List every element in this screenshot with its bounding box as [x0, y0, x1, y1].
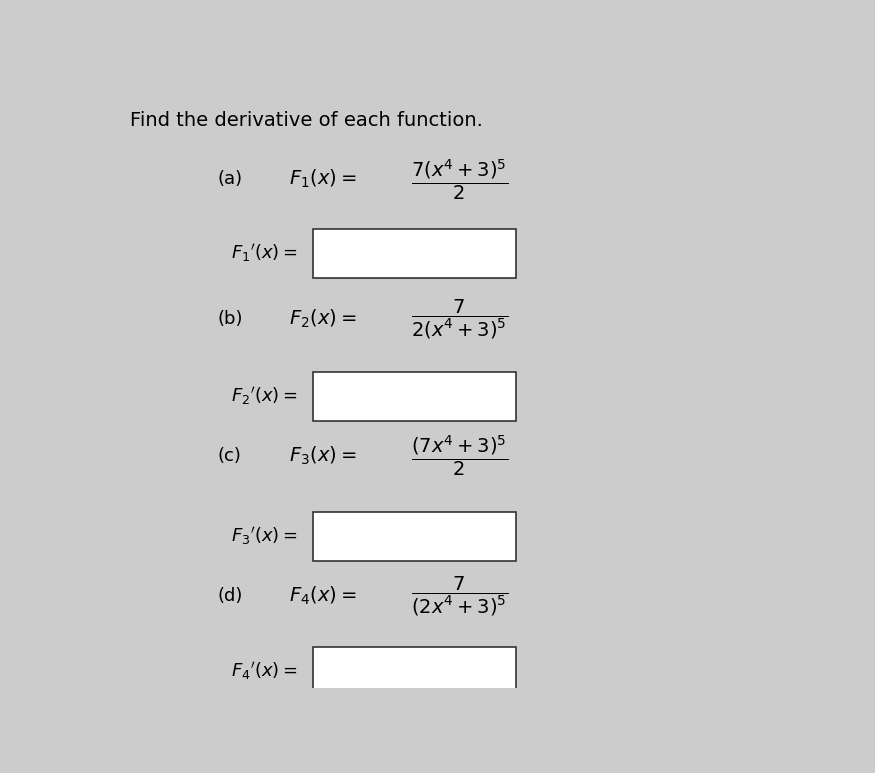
Text: $\dfrac{7}{2(x^4 + 3)^5}$: $\dfrac{7}{2(x^4 + 3)^5}$: [411, 297, 508, 341]
Text: $F_2{}'(x) = $: $F_2{}'(x) = $: [231, 385, 298, 407]
FancyBboxPatch shape: [313, 512, 516, 560]
Text: $\dfrac{7(x^4 + 3)^5}{2}$: $\dfrac{7(x^4 + 3)^5}{2}$: [411, 157, 508, 202]
Text: $\dfrac{7}{(2x^4 + 3)^5}$: $\dfrac{7}{(2x^4 + 3)^5}$: [411, 574, 508, 618]
Text: $F_3(x) = $: $F_3(x) = $: [289, 444, 356, 467]
Text: $F_1{}'(x) = $: $F_1{}'(x) = $: [231, 243, 298, 264]
Text: (a): (a): [218, 170, 243, 188]
Text: (c): (c): [218, 447, 242, 465]
FancyBboxPatch shape: [313, 372, 516, 421]
Text: $F_4(x) = $: $F_4(x) = $: [289, 584, 356, 607]
Text: Find the derivative of each function.: Find the derivative of each function.: [130, 111, 483, 130]
Text: $F_4{}'(x) = $: $F_4{}'(x) = $: [231, 660, 298, 683]
Text: $F_2(x) = $: $F_2(x) = $: [289, 308, 356, 330]
Text: $F_1(x) = $: $F_1(x) = $: [289, 168, 356, 190]
Text: $\dfrac{(7x^4 + 3)^5}{2}$: $\dfrac{(7x^4 + 3)^5}{2}$: [411, 434, 508, 478]
Text: (d): (d): [218, 587, 243, 604]
FancyBboxPatch shape: [313, 229, 516, 278]
Text: (b): (b): [218, 310, 243, 328]
FancyBboxPatch shape: [313, 647, 516, 696]
Text: $F_3{}'(x) = $: $F_3{}'(x) = $: [231, 525, 298, 547]
